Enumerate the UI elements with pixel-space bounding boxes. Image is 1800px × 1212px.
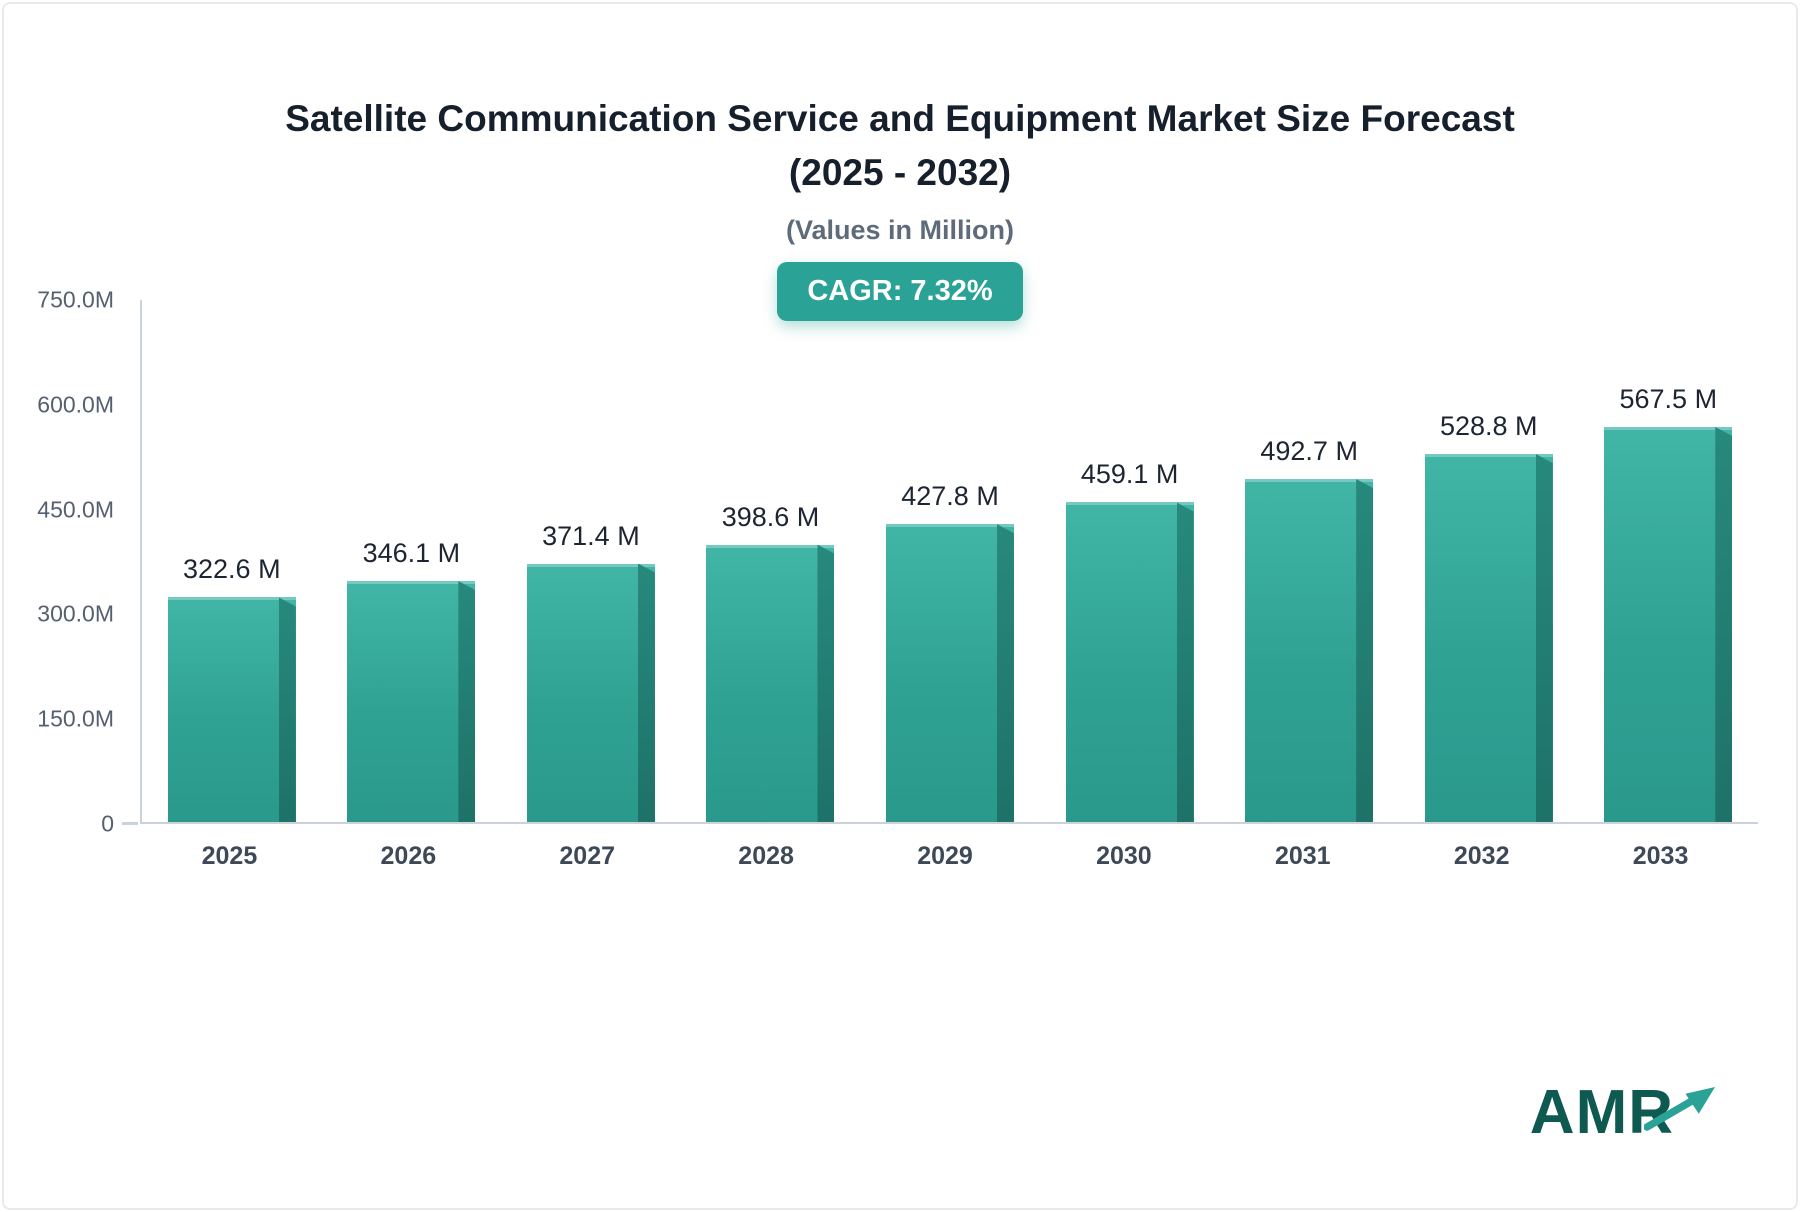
bar-2025: 322.6 M (167, 554, 296, 822)
chart-header: Satellite Communication Service and Equi… (4, 92, 1796, 322)
y-tick-label: 300.0M (37, 600, 114, 627)
bar-value-label: 459.1 M (1080, 459, 1179, 490)
bar-group-2029: 427.8 M (860, 300, 1040, 822)
cagr-badge: CAGR: 7.32% (777, 262, 1023, 322)
x-tick-label-2028: 2028 (738, 842, 794, 870)
bar-side-shade (997, 524, 1015, 822)
y-tick-label: 450.0M (37, 496, 114, 523)
y-tick-label: 150.0M (37, 705, 114, 732)
x-tick-label-2029: 2029 (917, 842, 973, 870)
bar-value-label: 427.8 M (901, 481, 999, 512)
bar-2029: 427.8 M (886, 481, 1015, 822)
chart-subtitle: (Values in Million) (785, 215, 1015, 246)
bar-group-2028: 398.6 M (681, 300, 861, 822)
x-tick-label-2030: 2030 (1096, 842, 1152, 870)
bar-group-2030: 459.1 M (1040, 300, 1220, 822)
bar-value-label: 398.6 M (721, 501, 820, 532)
bar-2031: 492.7 M (1245, 436, 1374, 822)
bar-2032: 528.8 M (1424, 411, 1553, 822)
amr-logo: AMR (1530, 1077, 1718, 1148)
bar-side-shade (1535, 453, 1553, 822)
bar-2033: 567.5 M (1604, 384, 1733, 822)
bar-value-label: 528.8 M (1439, 410, 1538, 441)
zero-tick-mark (122, 822, 138, 825)
plot-area: 322.6 M 346.1 M 371.4 M 398.6 M 427.8 M 459.1… (140, 300, 1758, 824)
bar-value-label: 322.6 M (183, 554, 281, 585)
bar-value-label: 492.7 M (1260, 436, 1358, 467)
x-tick-label-2032: 2032 (1453, 842, 1510, 870)
y-axis: 750.0M 600.0M 450.0M 300.0M 150.0M 0 (34, 287, 114, 837)
bar-group-2033: 567.5 M (1579, 300, 1759, 822)
chart-title: Satellite Communication Service and Equi… (285, 98, 1515, 193)
bar-group-2025: 322.6 M (142, 300, 322, 822)
bar-value-label: 346.1 M (362, 538, 461, 569)
bar-group-2031: 492.7 M (1219, 300, 1399, 822)
bar-group-2032: 528.8 M (1399, 300, 1579, 822)
x-tick-label-2033: 2033 (1632, 842, 1689, 870)
y-tick-label: 750.0M (37, 286, 114, 313)
y-tick-label: 0 (101, 810, 114, 837)
growth-arrow-icon (1644, 1086, 1716, 1131)
x-axis: 2025 2026 2027 2028 2029 2030 2031 2032 2033 (140, 842, 1750, 876)
bar-side-shade (1715, 427, 1733, 822)
amr-logo-text: AMR (1529, 1078, 1674, 1147)
x-tick-label-2031: 2031 (1274, 842, 1331, 870)
bar-side-shade (1356, 479, 1374, 822)
bar-group-2026: 346.1 M (322, 300, 502, 822)
bar-side-shade (1176, 502, 1194, 822)
x-tick-label-2027: 2027 (559, 842, 616, 870)
bar-2026: 346.1 M (347, 538, 476, 822)
bar-side-shade (458, 581, 476, 822)
bar-value-label: 371.4 M (542, 520, 640, 551)
bar-2027: 371.4 M (526, 521, 655, 822)
bar-side-shade (278, 597, 296, 822)
x-tick-label-2026: 2026 (380, 842, 437, 870)
bar-2030: 459.1 M (1065, 459, 1194, 822)
bar-2028: 398.6 M (706, 502, 835, 822)
bar-side-shade (817, 544, 835, 822)
bar-value-label: 567.5 M (1619, 384, 1718, 415)
bar-side-shade (637, 563, 655, 822)
x-tick-label-2025: 2025 (201, 842, 258, 870)
bar-group-2027: 371.4 M (501, 300, 681, 822)
y-tick-label: 600.0M (37, 391, 114, 418)
